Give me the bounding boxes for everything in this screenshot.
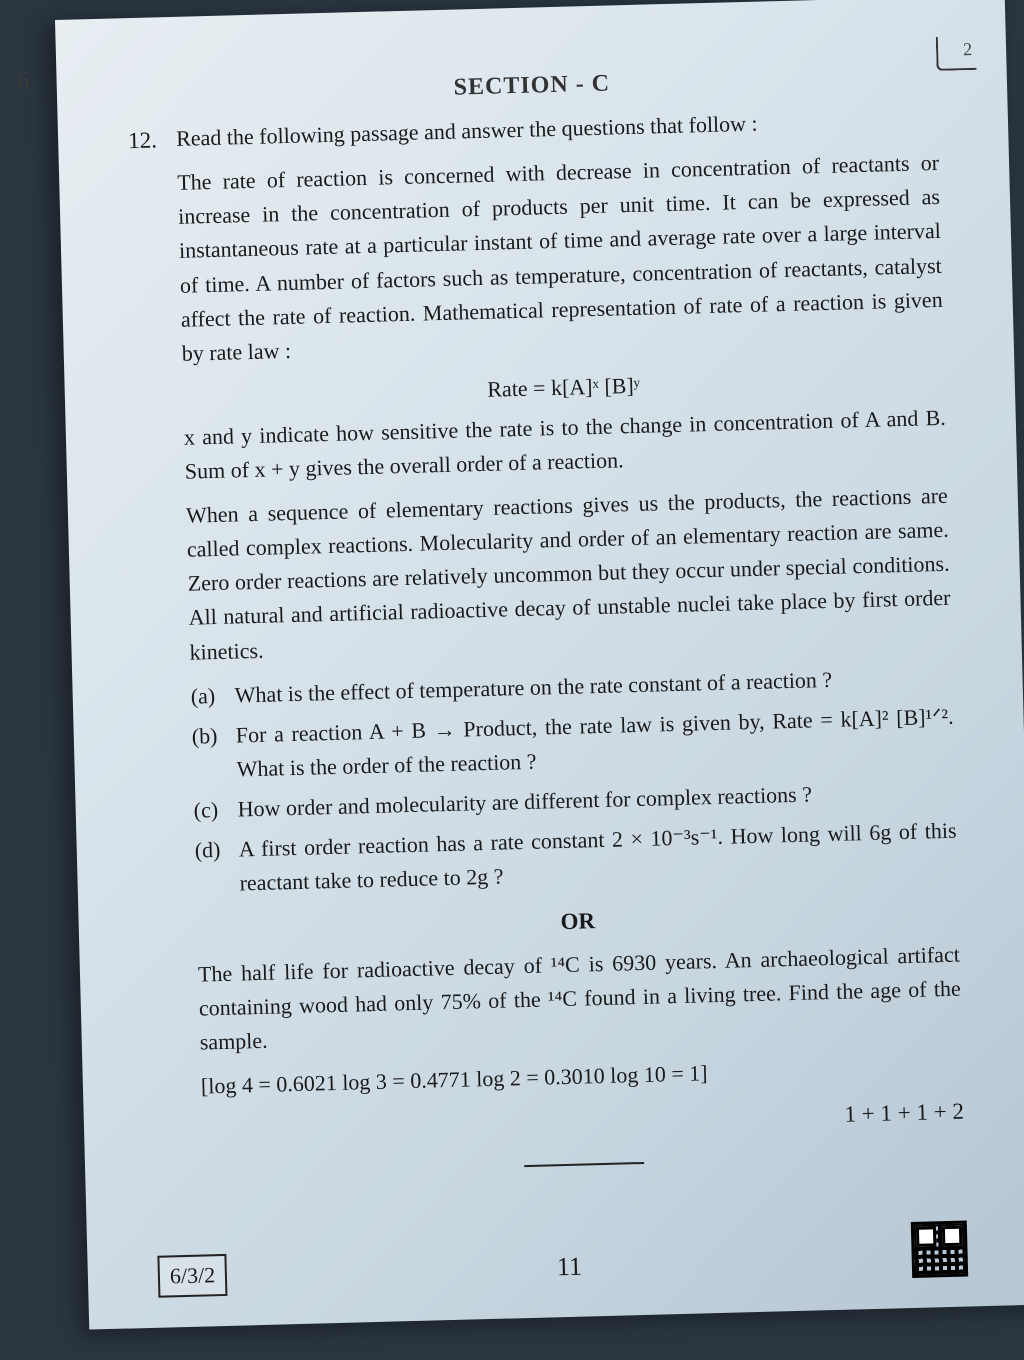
paper-code: 6/3/2 [157, 1254, 227, 1298]
passage-paragraph-2: x and y indicate how sensitive the rate … [184, 401, 948, 489]
sub-label-a: (a) [190, 678, 235, 713]
margin-number: 6 [16, 61, 29, 101]
passage-paragraph-1: The rate of reaction is concerned with d… [177, 146, 944, 370]
exam-page: 6 2 SECTION - C 12. Read the following p… [55, 0, 1024, 1330]
log-hints: [log 4 = 0.6021 log 3 = 0.4771 log 2 = 0… [201, 1050, 964, 1104]
question-body: Read the following passage and answer th… [176, 102, 965, 1175]
sub-label-c: (c) [193, 792, 238, 827]
passage-paragraph-3: When a sequence of elementary reactions … [186, 479, 952, 669]
sub-label-d: (d) [194, 832, 240, 901]
corner-box: 2 [936, 36, 977, 71]
alternate-question: The half life for radioactive decay of ¹… [198, 937, 962, 1059]
question-12: 12. Read the following passage and answe… [128, 102, 965, 1176]
sub-text-d: A first order reaction has a rate consta… [238, 814, 958, 901]
sub-text-b: For a reaction A + B → Product, the rate… [235, 699, 955, 786]
divider-line [524, 1162, 644, 1167]
sub-question-b: (b) For a reaction A + B → Product, the … [191, 699, 955, 787]
qr-code-icon [911, 1221, 968, 1278]
page-number: 11 [556, 1246, 582, 1287]
sub-question-d: (d) A first order reaction has a rate co… [194, 814, 958, 902]
marks-breakdown: 1 + 1 + 1 + 2 [202, 1094, 965, 1150]
sub-label-b: (b) [191, 718, 237, 787]
page-footer: 6/3/2 11 [157, 1221, 968, 1298]
